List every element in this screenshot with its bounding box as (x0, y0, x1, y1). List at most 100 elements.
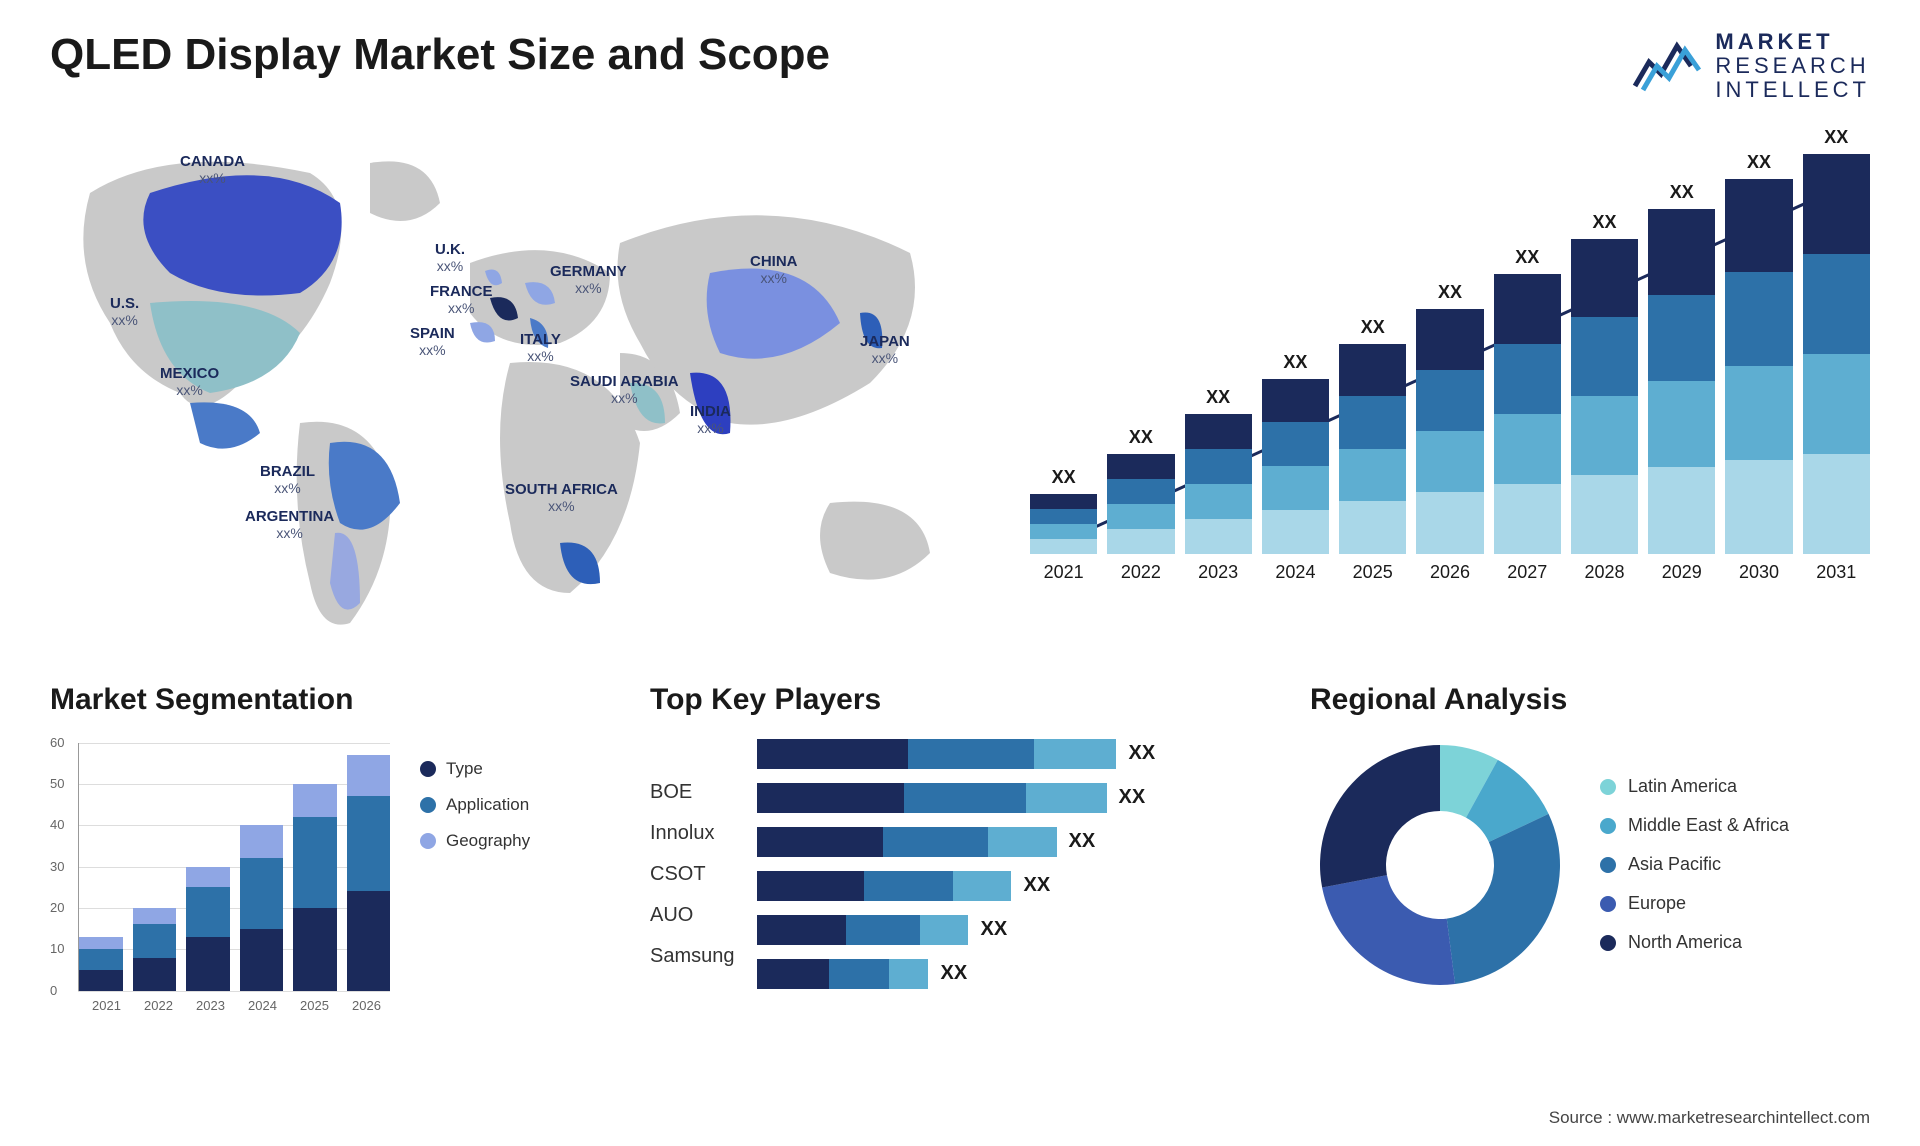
logo-line-1: MARKET (1715, 30, 1870, 54)
world-map: CANADAxx%U.S.xx%MEXICOxx%BRAZILxx%ARGENT… (50, 123, 970, 643)
segmentation-y-tick: 20 (50, 900, 64, 915)
growth-col-2025: XX2025 (1339, 317, 1406, 583)
legend-label: North America (1628, 932, 1742, 953)
player-bar (757, 739, 1117, 769)
growth-segment (1648, 209, 1715, 295)
growth-value-label: XX (1052, 467, 1076, 488)
growth-segment (1648, 467, 1715, 553)
player-bar (757, 871, 1012, 901)
logo-text: MARKET RESEARCH INTELLECT (1715, 30, 1870, 103)
growth-segment (1030, 509, 1097, 524)
segmentation-segment (240, 929, 284, 991)
segmentation-col-2022 (133, 908, 177, 991)
growth-year-label: 2029 (1662, 562, 1702, 583)
growth-year-label: 2024 (1275, 562, 1315, 583)
segmentation-section: Market Segmentation 01020304050602021202… (50, 683, 610, 1015)
legend-label: Application (446, 795, 529, 815)
growth-segment (1262, 466, 1329, 510)
player-name-label: BOE (650, 781, 735, 804)
donut-segment (1447, 813, 1560, 983)
growth-value-label: XX (1283, 352, 1307, 373)
growth-segment (1339, 501, 1406, 554)
segmentation-chart: 0102030405060202120222023202420252026 (50, 735, 390, 1015)
legend-swatch (420, 761, 436, 777)
legend-swatch (1600, 857, 1616, 873)
player-bar-segment (904, 783, 1027, 813)
growth-col-2027: XX2027 (1494, 247, 1561, 583)
player-value-label: XX (941, 962, 968, 985)
growth-value-label: XX (1670, 182, 1694, 203)
legend-label: Middle East & Africa (1628, 815, 1789, 836)
segmentation-y-tick: 60 (50, 735, 64, 750)
growth-segment (1416, 370, 1483, 431)
segmentation-x-tick: 2023 (196, 998, 225, 1013)
growth-col-2022: XX2022 (1107, 427, 1174, 583)
bottom-panel: Market Segmentation 01020304050602021202… (50, 683, 1870, 1015)
player-bar-segment (757, 915, 846, 945)
segmentation-col-2021 (79, 937, 123, 991)
map-label-china: CHINAxx% (750, 253, 798, 286)
growth-segment (1571, 396, 1638, 475)
map-mexico (190, 402, 260, 448)
growth-segment (1262, 422, 1329, 466)
segmentation-title: Market Segmentation (50, 683, 610, 717)
growth-segment (1185, 519, 1252, 554)
player-bar-segment (920, 915, 969, 945)
legend-swatch (420, 833, 436, 849)
segmentation-segment (79, 937, 123, 949)
growth-value-label: XX (1592, 212, 1616, 233)
player-bar-segment (846, 915, 920, 945)
map-label-canada: CANADAxx% (180, 153, 245, 186)
growth-year-label: 2028 (1584, 562, 1624, 583)
growth-segment (1416, 431, 1483, 492)
player-bar (757, 783, 1107, 813)
player-bar (757, 915, 969, 945)
player-bar (757, 959, 929, 989)
segmentation-segment (79, 949, 123, 970)
map-label-italy: ITALYxx% (520, 331, 561, 364)
growth-segment (1185, 484, 1252, 519)
player-bar-segment (908, 739, 1034, 769)
segmentation-segment (186, 937, 230, 991)
growth-segment (1494, 484, 1561, 554)
map-label-brazil: BRAZILxx% (260, 463, 315, 496)
segmentation-gridline (78, 991, 390, 992)
growth-segment (1648, 381, 1715, 467)
player-bar-segment (757, 739, 908, 769)
segmentation-segment (133, 958, 177, 991)
growth-col-2026: XX2026 (1416, 282, 1483, 583)
segmentation-y-tick: 50 (50, 776, 64, 791)
legend-label: Latin America (1628, 776, 1737, 797)
segmentation-segment (186, 867, 230, 888)
player-bar-segment (757, 827, 883, 857)
growth-segment (1185, 449, 1252, 484)
segmentation-legend-item: Application (420, 795, 530, 815)
legend-swatch (420, 797, 436, 813)
legend-swatch (1600, 779, 1616, 795)
player-bar-segment (757, 783, 904, 813)
segmentation-x-tick: 2024 (248, 998, 277, 1013)
logo-line-3: INTELLECT (1715, 78, 1870, 102)
growth-segment (1416, 492, 1483, 553)
growth-value-label: XX (1206, 387, 1230, 408)
map-label-germany: GERMANYxx% (550, 263, 627, 296)
player-name-label: CSOT (650, 863, 735, 886)
player-value-label: XX (1024, 874, 1051, 897)
logo-icon (1631, 36, 1703, 96)
growth-segment (1803, 154, 1870, 254)
growth-value-label: XX (1515, 247, 1539, 268)
player-bar-segment (883, 827, 988, 857)
growth-segment (1107, 504, 1174, 529)
growth-segment (1494, 414, 1561, 484)
player-value-label: XX (1119, 786, 1146, 809)
growth-segment (1725, 366, 1792, 460)
growth-segment (1725, 179, 1792, 273)
segmentation-y-tick: 40 (50, 817, 64, 832)
growth-year-label: 2025 (1353, 562, 1393, 583)
segmentation-legend-item: Geography (420, 831, 530, 851)
regional-legend-item: Latin America (1600, 776, 1789, 797)
regional-donut (1310, 735, 1570, 995)
regional-legend-item: Middle East & Africa (1600, 815, 1789, 836)
regional-legend-item: Europe (1600, 893, 1789, 914)
growth-year-label: 2031 (1816, 562, 1856, 583)
